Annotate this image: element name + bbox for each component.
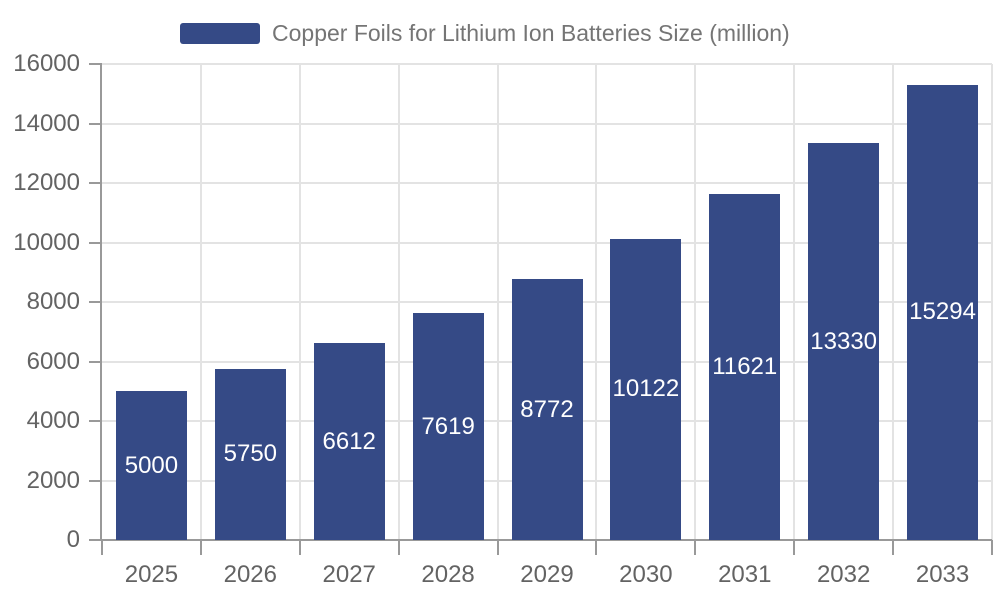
x-gridline (694, 64, 697, 540)
x-gridline (892, 64, 895, 540)
x-axis-tick (101, 540, 103, 555)
y-axis-tick (89, 360, 102, 363)
x-tick-label: 2032 (816, 561, 871, 588)
x-gridline (298, 64, 301, 540)
y-tick-label: 14000 (13, 109, 80, 137)
y-tick-label: 0 (66, 526, 80, 553)
y-axis-tick (89, 122, 102, 125)
y-axis-tick (89, 63, 102, 65)
x-gridline (793, 64, 796, 540)
y-gridline (102, 241, 992, 244)
x-axis-tick (694, 540, 697, 555)
y-axis-tick (89, 479, 102, 482)
y-tick-label: 12000 (13, 169, 80, 196)
x-axis-tick (892, 540, 895, 555)
x-tick-label: 2031 (718, 561, 772, 588)
y-axis-tick (89, 182, 102, 184)
bar-value-label: 15294 (909, 298, 976, 326)
y-axis-tick (89, 539, 102, 541)
x-axis-tick (595, 540, 598, 555)
y-tick-label: 2000 (26, 466, 80, 494)
x-axis-tick (793, 540, 796, 555)
bar[interactable]: 13330 (808, 143, 880, 540)
y-axis-tick (89, 420, 102, 422)
bar[interactable]: 15294 (907, 85, 979, 540)
legend-label: Copper Foils for Lithium Ion Batteries S… (272, 20, 790, 46)
bar-value-label: 5000 (124, 451, 179, 479)
x-tick-label: 2025 (124, 561, 179, 588)
legend-item[interactable]: Copper Foils for Lithium Ion Batteries S… (180, 20, 790, 46)
bar-value-label: 13330 (810, 327, 878, 355)
x-tick-label: 2027 (322, 561, 376, 588)
bar-value-label: 11621 (712, 353, 778, 381)
x-axis-tick (397, 540, 400, 555)
y-axis-tick (89, 301, 102, 303)
y-tick-label: 4000 (26, 407, 80, 434)
bar-value-label: 5750 (223, 440, 278, 468)
bar[interactable]: 6612 (313, 343, 385, 540)
x-axis-tick (496, 540, 499, 555)
bar-value-label: 7619 (421, 412, 475, 440)
bar[interactable]: 5750 (214, 368, 286, 540)
x-gridline (199, 64, 202, 540)
x-axis-tick (298, 540, 301, 555)
bar-value-label: 8772 (520, 395, 574, 423)
y-tick-label: 10000 (13, 228, 80, 256)
bar[interactable]: 10122 (610, 238, 682, 540)
bar[interactable]: 8772 (511, 279, 583, 540)
x-tick-label: 2030 (619, 561, 673, 588)
bar-value-label: 10122 (612, 375, 680, 403)
y-gridline (102, 63, 992, 65)
x-tick-label: 2029 (520, 561, 574, 588)
x-axis-tick (991, 540, 993, 555)
bar[interactable]: 5000 (115, 391, 187, 540)
x-gridline (991, 64, 993, 540)
y-gridline (102, 122, 992, 125)
y-tick-label: 16000 (13, 50, 80, 77)
x-tick-label: 2033 (915, 561, 970, 588)
y-axis-tick (89, 241, 102, 244)
x-tick-label: 2026 (223, 561, 277, 588)
bar-value-label: 6612 (322, 427, 376, 455)
y-tick-label: 8000 (26, 288, 80, 315)
y-axis-line (100, 64, 102, 540)
x-gridline (397, 64, 400, 540)
x-axis-line (100, 539, 992, 541)
legend-swatch-icon (180, 22, 260, 44)
y-tick-label: 6000 (26, 347, 80, 375)
x-axis-tick (199, 540, 202, 555)
bar[interactable]: 7619 (412, 313, 484, 540)
x-gridline (595, 64, 598, 540)
y-gridline (102, 182, 992, 184)
bar[interactable]: 11621 (709, 194, 781, 540)
x-gridline (496, 64, 499, 540)
x-tick-label: 2028 (421, 561, 475, 588)
